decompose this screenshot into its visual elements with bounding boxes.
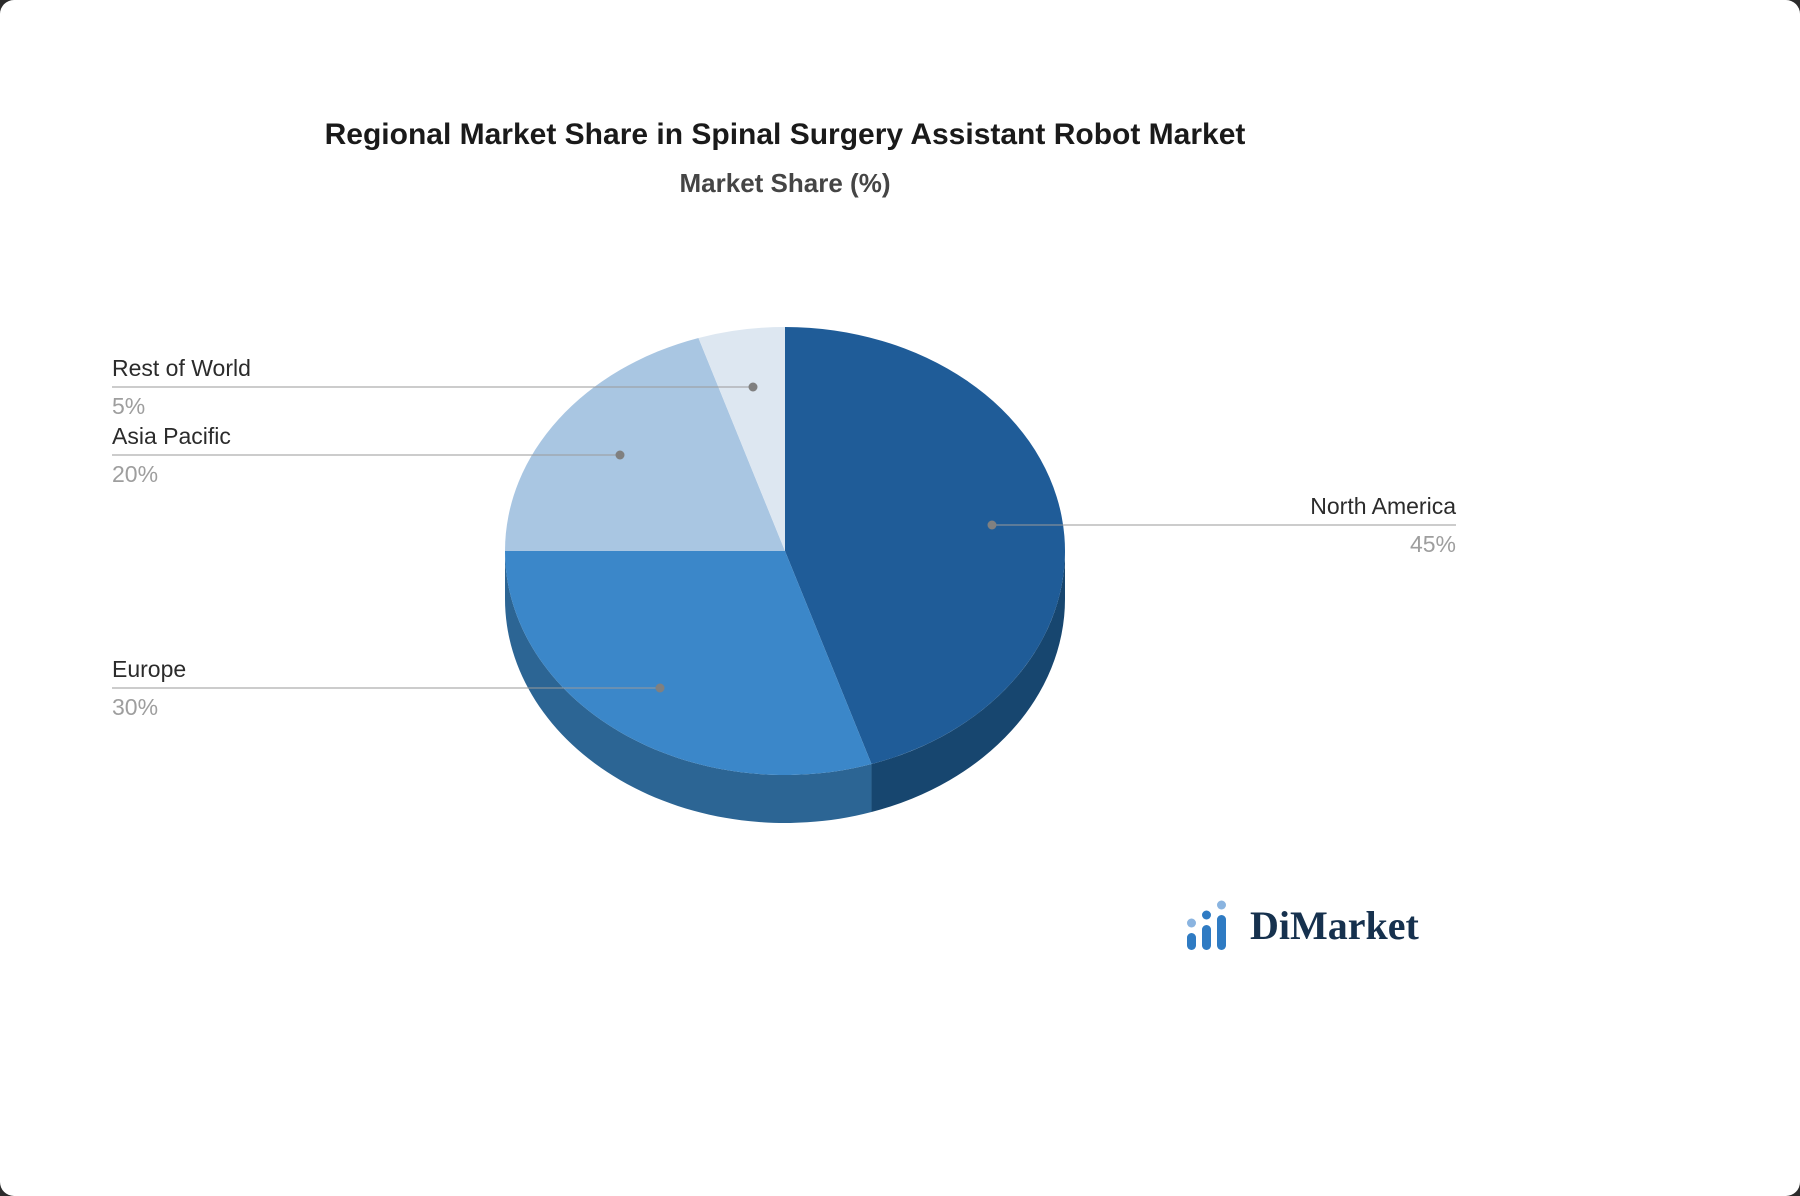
slice-value: 30% xyxy=(112,694,159,720)
bar-chart-icon xyxy=(1187,900,1226,950)
chart-title: Regional Market Share in Spinal Surgery … xyxy=(324,118,1246,151)
slice-label: Asia Pacific xyxy=(112,423,231,449)
callout-dot xyxy=(655,683,665,693)
slice-label: North America xyxy=(1310,493,1456,519)
pie-slice xyxy=(504,551,872,775)
slice-value: 5% xyxy=(112,393,146,419)
slice-label: Rest of World xyxy=(112,355,251,381)
callout-europe: Europe 30% xyxy=(112,655,186,721)
slice-label: Europe xyxy=(112,656,187,682)
pie-slice xyxy=(505,337,785,551)
callout-dot xyxy=(615,450,625,460)
pie-slice xyxy=(785,327,1066,765)
brand-logo: DiMarket xyxy=(1185,900,1419,950)
slice-value: 45% xyxy=(1409,531,1456,557)
pie-slice-side xyxy=(871,551,1065,813)
brand-logo-text: DiMarket xyxy=(1250,903,1419,948)
callout-rest-of-world: Rest of World 5% xyxy=(112,354,251,420)
callout-asia-pacific: Asia Pacific 20% xyxy=(112,422,231,488)
chart-subtitle: Market Share (%) xyxy=(679,168,891,198)
pie-slice xyxy=(698,327,785,551)
callout-dot xyxy=(748,382,758,392)
callout-north-america: North America 45% xyxy=(1310,492,1456,558)
pie-slice-side xyxy=(504,551,872,823)
slice-value: 20% xyxy=(112,461,159,487)
callout-dot xyxy=(987,520,997,530)
